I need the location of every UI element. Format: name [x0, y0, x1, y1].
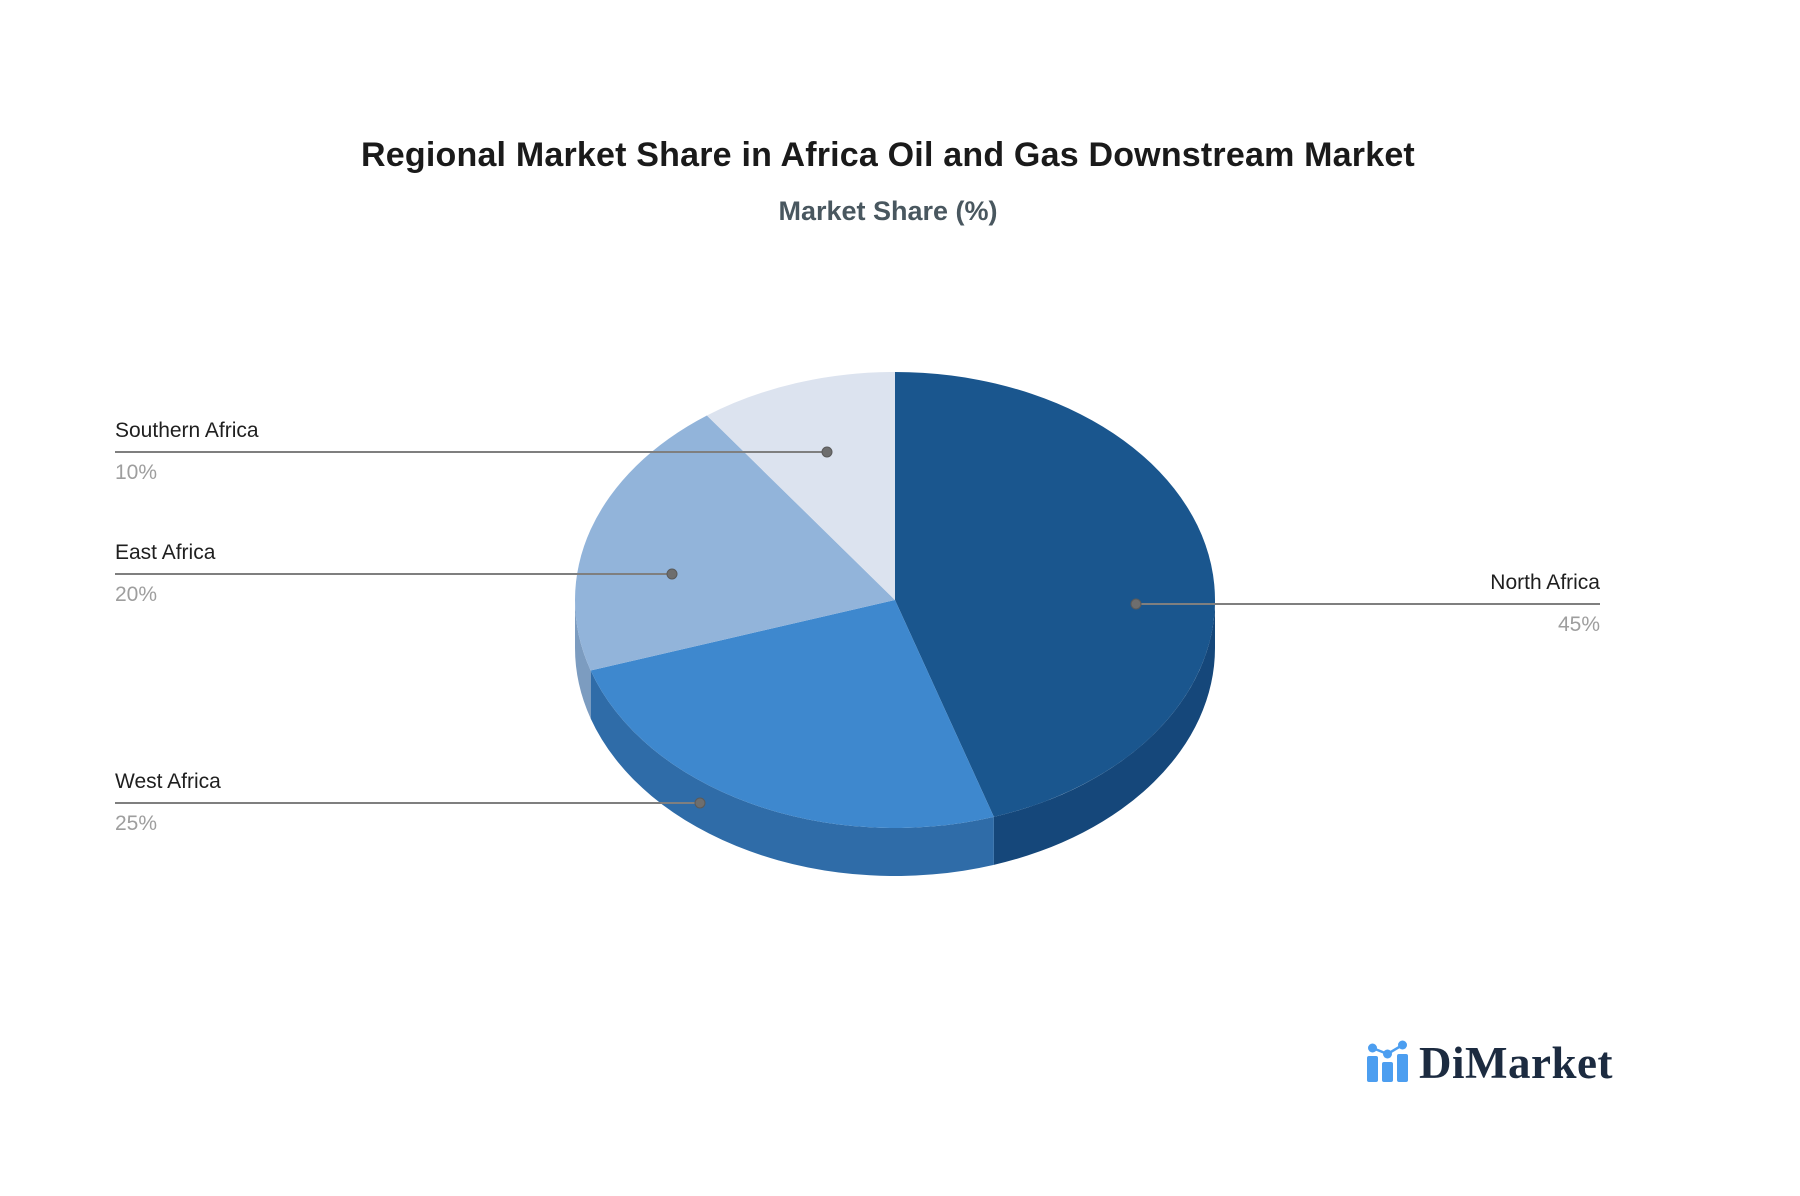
pie-slice-wall-west-africa: [590, 670, 994, 876]
logo-text: DiMarket: [1419, 1038, 1613, 1088]
callout-value-southern-africa: 10%: [115, 461, 158, 484]
pie-slice-southern-africa[interactable]: [706, 372, 895, 600]
chart-title: Regional Market Share in Africa Oil and …: [361, 136, 1415, 174]
bar-chart-icon: [1367, 1040, 1408, 1082]
callout-label-southern-africa: Southern Africa: [115, 419, 259, 442]
anchor-dot-west-africa: [694, 797, 706, 809]
anchor-dot-north-africa: [1130, 598, 1142, 610]
callout-value-north-africa: 45%: [1557, 613, 1600, 636]
pie-slice-west-africa[interactable]: [590, 600, 994, 828]
callout-value-west-africa: 25%: [115, 812, 158, 835]
callout-label-north-africa: North Africa: [1490, 571, 1600, 594]
callout-label-east-africa: East Africa: [115, 541, 216, 564]
pie-slice-east-africa[interactable]: [575, 415, 895, 671]
anchor-dot-southern-africa: [821, 446, 833, 458]
dimarket-logo: DiMarket: [1366, 1038, 1613, 1086]
pie-slice-wall-north-africa: [993, 600, 1215, 865]
pie-slice-wall-east-africa: [575, 600, 591, 719]
pie-slice-north-africa[interactable]: [895, 372, 1216, 817]
anchor-dot-east-africa: [666, 568, 678, 580]
callout-value-east-africa: 20%: [115, 583, 158, 606]
chart-subtitle: Market Share (%): [778, 196, 998, 226]
callout-label-west-africa: West Africa: [115, 770, 221, 793]
